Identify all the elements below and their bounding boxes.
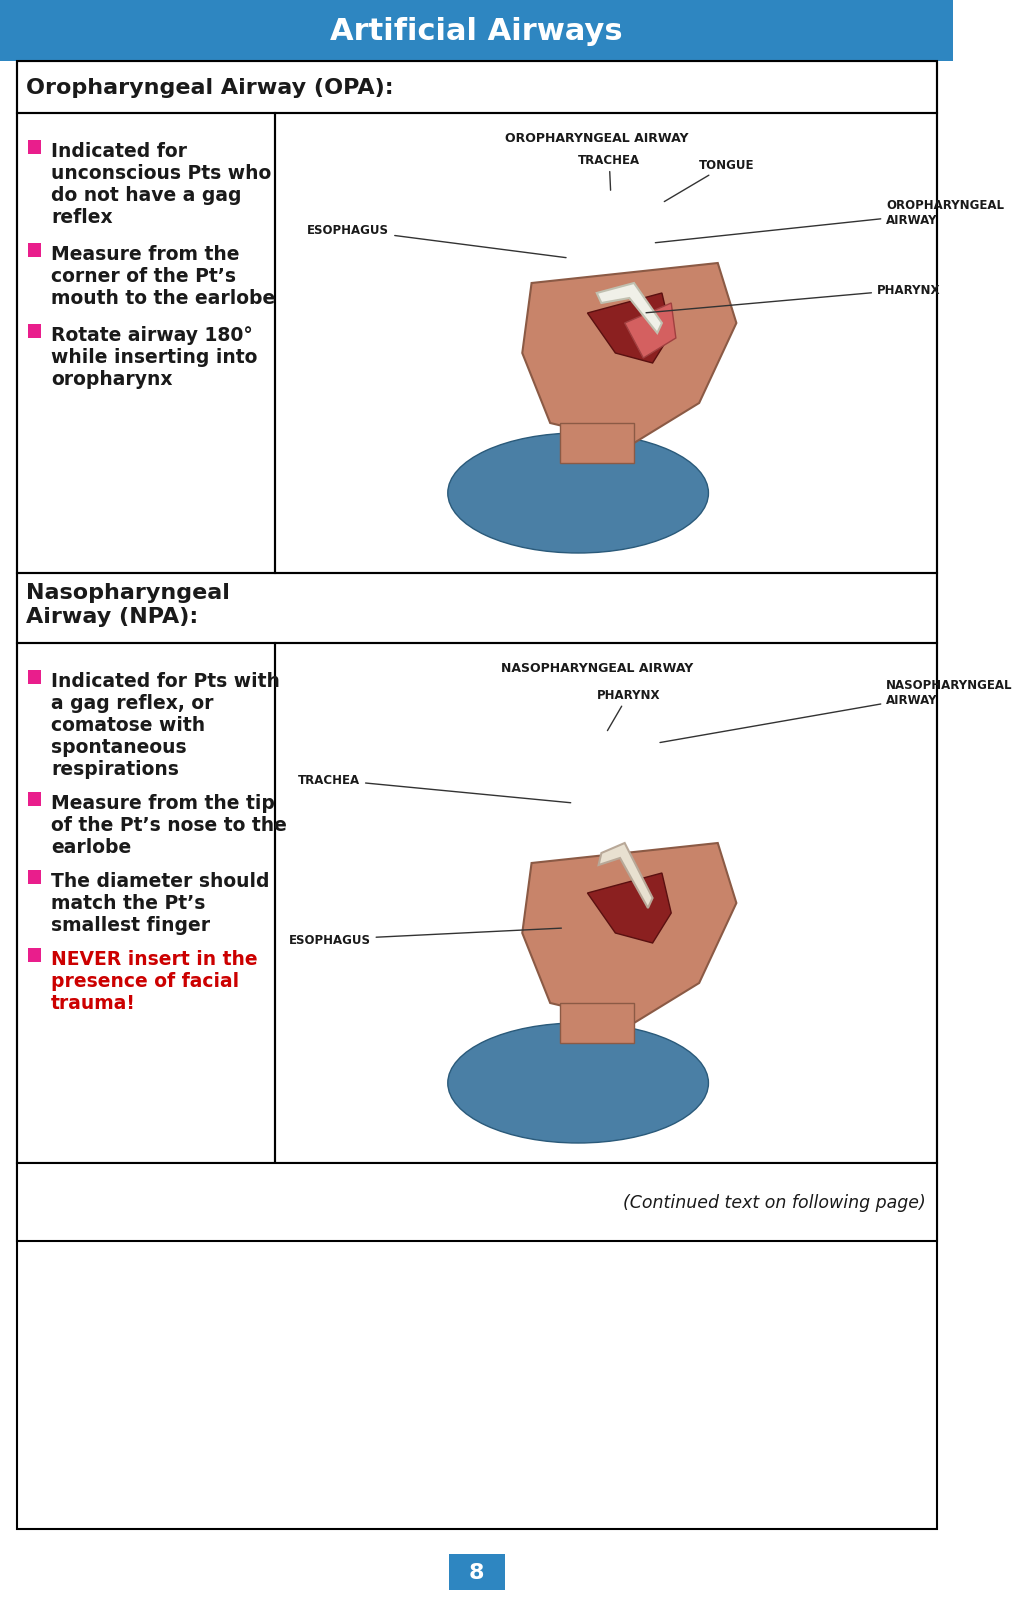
Bar <box>28 792 41 807</box>
Text: spontaneous: spontaneous <box>51 738 186 757</box>
Bar <box>274 115 937 573</box>
Polygon shape <box>588 873 671 944</box>
Text: unconscious Pts who: unconscious Pts who <box>51 165 271 182</box>
Polygon shape <box>559 424 634 463</box>
Text: 8: 8 <box>469 1562 484 1582</box>
Text: OROPHARYNGEAL AIRWAY: OROPHARYNGEAL AIRWAY <box>505 132 688 145</box>
Text: Rotate airway 180°: Rotate airway 180° <box>51 326 253 345</box>
Polygon shape <box>597 284 662 334</box>
Ellipse shape <box>447 434 709 554</box>
Text: PHARYNX: PHARYNX <box>597 689 660 731</box>
Bar <box>16 1164 937 1241</box>
Text: smallest finger: smallest finger <box>51 915 210 935</box>
Bar <box>16 573 937 644</box>
Text: match the Pt’s: match the Pt’s <box>51 894 206 912</box>
Text: do not have a gag: do not have a gag <box>51 186 242 205</box>
Text: ESOPHAGUS: ESOPHAGUS <box>289 928 561 946</box>
Text: comatose with: comatose with <box>51 715 206 734</box>
Bar <box>28 140 41 155</box>
Polygon shape <box>599 844 652 909</box>
Text: NEVER insert in the: NEVER insert in the <box>51 949 258 968</box>
Text: The diameter should: The diameter should <box>51 872 269 891</box>
Text: earlobe: earlobe <box>51 838 131 857</box>
Bar <box>28 870 41 884</box>
Text: PHARYNX: PHARYNX <box>646 284 940 313</box>
Text: presence of facial: presence of facial <box>51 972 240 991</box>
Bar <box>28 324 41 339</box>
Text: Indicated for: Indicated for <box>51 142 187 161</box>
Text: a gag reflex, or: a gag reflex, or <box>51 694 214 712</box>
Bar <box>16 644 274 1164</box>
Text: NASOPHARYNGEAL
AIRWAY: NASOPHARYNGEAL AIRWAY <box>660 678 1013 742</box>
Text: while inserting into: while inserting into <box>51 347 258 366</box>
Text: reflex: reflex <box>51 208 113 228</box>
Text: TRACHEA: TRACHEA <box>298 773 570 804</box>
Bar <box>16 61 937 115</box>
Bar <box>16 115 274 573</box>
Text: oropharynx: oropharynx <box>51 370 173 389</box>
Text: of the Pt’s nose to the: of the Pt’s nose to the <box>51 815 287 834</box>
Text: respirations: respirations <box>51 760 179 778</box>
Text: TRACHEA: TRACHEA <box>579 153 640 190</box>
Text: Oropharyngeal Airway (OPA):: Oropharyngeal Airway (OPA): <box>26 77 393 98</box>
Text: corner of the Pt’s: corner of the Pt’s <box>51 266 237 286</box>
Text: Measure from the tip: Measure from the tip <box>51 794 275 812</box>
Text: OROPHARYNGEAL
AIRWAY: OROPHARYNGEAL AIRWAY <box>655 199 1005 244</box>
Polygon shape <box>625 303 676 358</box>
Polygon shape <box>522 263 736 444</box>
Polygon shape <box>522 844 736 1023</box>
Polygon shape <box>559 1004 634 1043</box>
Bar <box>28 949 41 962</box>
Text: ESOPHAGUS: ESOPHAGUS <box>307 224 566 258</box>
Text: Measure from the: Measure from the <box>51 245 240 263</box>
Polygon shape <box>588 294 671 363</box>
Text: NASOPHARYNGEAL AIRWAY: NASOPHARYNGEAL AIRWAY <box>501 662 693 675</box>
Bar <box>28 244 41 258</box>
Bar <box>0 0 953 61</box>
Ellipse shape <box>447 1023 709 1143</box>
Text: Nasopharyngeal
Airway (NPA):: Nasopharyngeal Airway (NPA): <box>26 583 230 626</box>
Bar <box>449 1554 505 1590</box>
Text: Indicated for Pts with: Indicated for Pts with <box>51 671 281 691</box>
Text: mouth to the earlobe: mouth to the earlobe <box>51 289 275 308</box>
Bar <box>28 670 41 684</box>
Text: Artificial Airways: Artificial Airways <box>331 16 623 45</box>
Bar <box>274 644 937 1164</box>
Text: (Continued text on following page): (Continued text on following page) <box>623 1193 926 1210</box>
Text: TONGUE: TONGUE <box>665 158 755 202</box>
Text: trauma!: trauma! <box>51 993 136 1012</box>
